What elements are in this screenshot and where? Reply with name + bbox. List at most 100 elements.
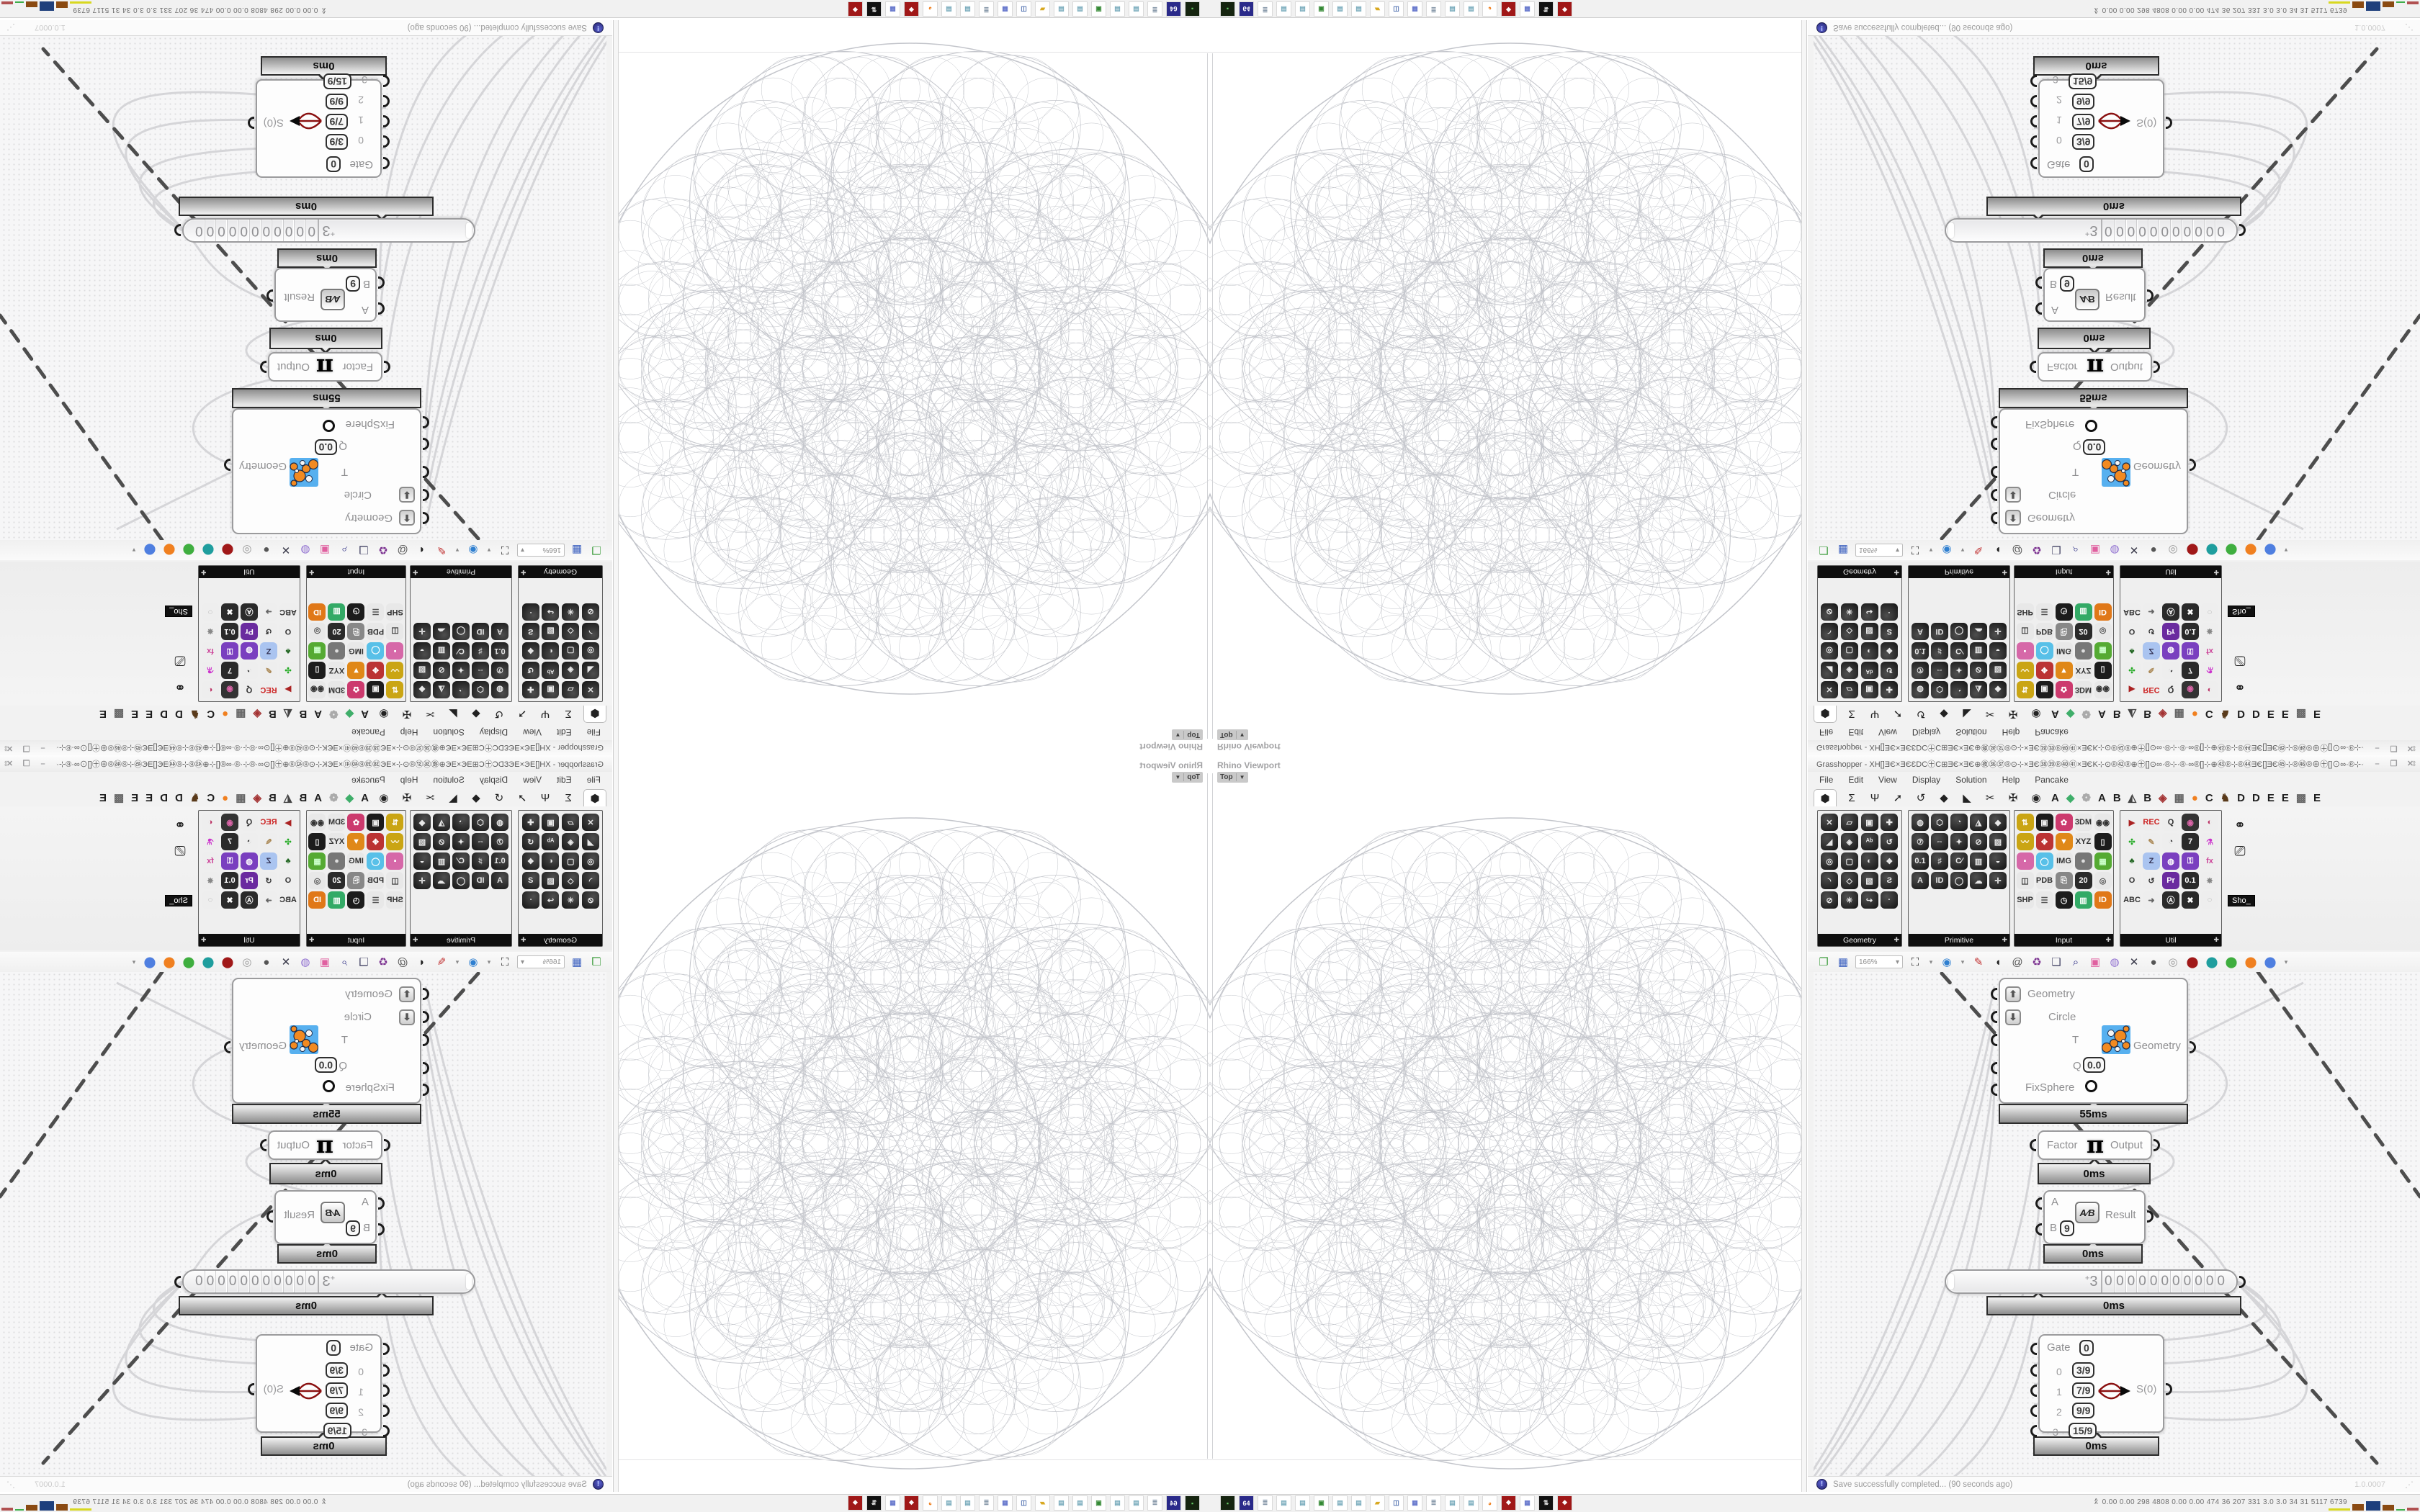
app-calculator-icon[interactable]: ▦ bbox=[885, 1, 900, 17]
abc-icon[interactable]: ABC bbox=[2123, 603, 2141, 621]
app-monitor-icon[interactable]: ▣ bbox=[1314, 1, 1329, 17]
slash-icon[interactable]: ⊘ bbox=[582, 603, 599, 621]
gem-red-icon[interactable]: ⬤ bbox=[221, 544, 234, 556]
switch-icon[interactable]: ▯ bbox=[308, 662, 326, 679]
timer-icon[interactable]: ◔ bbox=[2162, 662, 2179, 679]
scroller-digit[interactable]: 0 bbox=[2104, 223, 2112, 238]
tab-grid[interactable]: ▦ bbox=[236, 792, 246, 804]
app-card-red-icon[interactable]: ❖ bbox=[1501, 1495, 1516, 1511]
sketch-pen-icon[interactable]: ✎ bbox=[436, 544, 447, 556]
tab-transform[interactable]: ✠ bbox=[402, 792, 412, 804]
scroller-digit[interactable]: 0 bbox=[249, 1271, 261, 1292]
gift-icon[interactable]: ▣ bbox=[2089, 544, 2101, 556]
palette-icon[interactable]: ✸ bbox=[202, 872, 219, 889]
tab-flower[interactable]: ❁ bbox=[329, 708, 339, 720]
app-notepad-icon[interactable]: ▤ bbox=[1332, 1, 1348, 17]
cross-icon[interactable]: ✛ bbox=[413, 872, 431, 889]
tab-dot[interactable]: ● bbox=[2191, 791, 2198, 804]
presentation-board-icon[interactable]: ⎚ bbox=[174, 653, 186, 668]
text-icon[interactable]: ᴬᵇ bbox=[542, 662, 560, 679]
seven-icon[interactable]: 7 bbox=[221, 833, 238, 850]
cone-icon[interactable]: ◮ bbox=[433, 814, 450, 831]
presentation-board-icon[interactable]: ⎚ bbox=[174, 844, 186, 859]
window-icon[interactable]: ❏ bbox=[359, 544, 369, 556]
dot-icon[interactable]: · bbox=[1881, 603, 1899, 621]
import-shp-icon[interactable]: SHP bbox=[386, 603, 404, 621]
honey-icon[interactable]: ▼ bbox=[2055, 662, 2073, 679]
b-value-field[interactable]: 9 bbox=[2060, 1220, 2074, 1236]
cluster-node[interactable]: ⬆ ⬇ Geometry Circle T bbox=[1991, 978, 2196, 1104]
gate-node[interactable]: Gate 0 S(0) 0 3/9 1 7 bbox=[248, 1334, 390, 1439]
gate-value-0[interactable]: 3/9 bbox=[2072, 1362, 2095, 1378]
chevron-down-icon[interactable]: ▼ bbox=[1175, 732, 1181, 738]
tab-flower[interactable]: ❁ bbox=[329, 792, 339, 804]
app-notepad-icon[interactable]: ▤ bbox=[1054, 1, 1069, 17]
mesh-icon[interactable]: ▧ bbox=[1860, 872, 1878, 889]
premiere-icon[interactable]: Pr bbox=[241, 872, 258, 889]
eyes-icon[interactable]: ◉◉ bbox=[308, 681, 326, 698]
button-icon[interactable]: ● bbox=[2074, 852, 2092, 870]
find-icon[interactable]: ⌕ bbox=[341, 955, 348, 968]
canvas[interactable]: ⬆ ⬇ Geometry Circle T bbox=[0, 36, 606, 540]
dome-icon[interactable]: ◖ bbox=[1994, 544, 2002, 557]
cross-icon[interactable]: ✛ bbox=[1989, 872, 2007, 889]
presentation-board-icon[interactable]: ⎚ bbox=[2234, 844, 2246, 859]
quick-icon[interactable]: Q bbox=[241, 814, 258, 831]
app-calculator-icon[interactable]: ▦ bbox=[1407, 1495, 1422, 1511]
close-icon[interactable]: ✕ bbox=[582, 814, 599, 831]
zoom-level-combo[interactable]: 166% ▾ bbox=[517, 544, 565, 557]
shade-icon[interactable]: ▨ bbox=[1989, 662, 2007, 679]
scroller-digit[interactable]: 0 bbox=[2147, 220, 2159, 241]
button-icon[interactable]: ● bbox=[328, 642, 346, 660]
rings-icon[interactable]: ◎ bbox=[2168, 956, 2178, 968]
tree-icon[interactable]: ♣ bbox=[279, 642, 297, 660]
gate-value-2[interactable]: 9/9 bbox=[325, 94, 348, 109]
dot-icon[interactable]: · bbox=[521, 603, 539, 621]
app-calculator-icon[interactable]: ▦ bbox=[1407, 1, 1422, 17]
rewind-icon[interactable]: ↺ bbox=[2143, 872, 2160, 889]
record-icon[interactable]: REC bbox=[2143, 681, 2160, 698]
grid-icon[interactable]: ▥ bbox=[1970, 852, 1987, 870]
blob-icon[interactable]: ❖ bbox=[1881, 642, 1899, 660]
tab-b2[interactable]: B bbox=[268, 708, 277, 721]
app-scroll-icon[interactable]: ≣ bbox=[1426, 1, 1441, 17]
clock-icon[interactable]: ◷ bbox=[347, 603, 365, 621]
app-notepad-icon[interactable]: ▤ bbox=[1072, 1, 1088, 17]
ball-green-icon[interactable]: ⬤ bbox=[2225, 956, 2238, 968]
panel-icon[interactable]: ▣ bbox=[2035, 814, 2053, 831]
up-arrow-button[interactable]: ⬆ bbox=[399, 510, 415, 526]
mesh-icon[interactable]: ▧ bbox=[542, 623, 560, 640]
app-firefox-icon[interactable]: ◕ bbox=[1482, 1, 1497, 17]
output-hook-geometry[interactable] bbox=[2190, 1041, 2196, 1053]
scroller-digit[interactable]: 0 bbox=[2215, 1271, 2226, 1292]
dropdown-caret[interactable]: ▾ bbox=[487, 958, 491, 966]
tab-a2[interactable]: A bbox=[2097, 791, 2106, 804]
app-firefox-icon[interactable]: ◕ bbox=[1482, 1495, 1497, 1511]
ball-icon[interactable]: ◯ bbox=[1950, 872, 1968, 889]
b-value-field[interactable]: 9 bbox=[2060, 276, 2074, 292]
app-scroll-icon[interactable]: ≣ bbox=[1258, 1495, 1273, 1511]
text-icon[interactable]: ᴬᵇ bbox=[1860, 833, 1878, 850]
circle-icon[interactable]: ◎ bbox=[1821, 852, 1838, 870]
chevron-down-icon[interactable]: ▼ bbox=[1175, 774, 1181, 780]
lamp-icon[interactable]: ◍ bbox=[2110, 544, 2120, 556]
tab-b2[interactable]: B bbox=[268, 791, 277, 804]
dropdown-caret[interactable]: ▾ bbox=[132, 546, 136, 554]
spark-icon[interactable]: ✦ bbox=[452, 833, 470, 850]
slider-icon[interactable]: ⇅ bbox=[386, 681, 404, 698]
spiral-icon[interactable]: ◉ bbox=[2182, 681, 2199, 698]
app-floppy-green-icon[interactable]: ▪ bbox=[1220, 1, 1235, 17]
menu-view[interactable]: View bbox=[523, 727, 542, 737]
tab-bird[interactable]: ♞ bbox=[189, 792, 200, 804]
cluster-node[interactable]: ⬆ ⬇ Geometry Circle T bbox=[224, 408, 429, 534]
decimals-icon[interactable]: 0.1 bbox=[221, 623, 238, 640]
cream-icon[interactable]: ◍ bbox=[2162, 852, 2179, 870]
pi-node[interactable]: Factor π Output bbox=[260, 352, 390, 382]
premiere-icon[interactable]: Pr bbox=[2162, 872, 2179, 889]
id-icon[interactable]: ID bbox=[472, 623, 489, 640]
record-icon[interactable]: REC bbox=[260, 814, 277, 831]
import-3dm-icon[interactable]: 3DM bbox=[2074, 814, 2092, 831]
app-notepad-icon[interactable]: ▤ bbox=[1295, 1, 1310, 17]
toolbar-grip-icon[interactable]: ⇕ bbox=[2411, 760, 2417, 768]
slash-icon[interactable]: ⊘ bbox=[1821, 603, 1838, 621]
